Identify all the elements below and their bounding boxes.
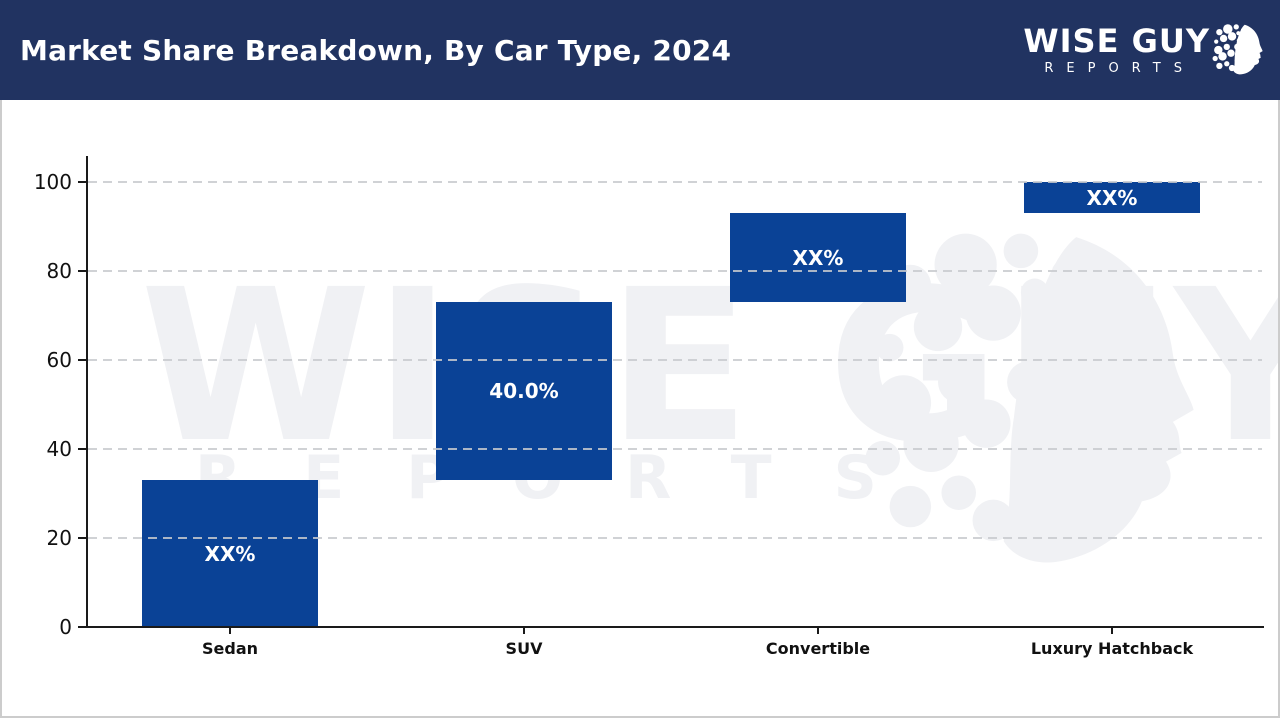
header: Market Share Breakdown, By Car Type, 202…	[0, 0, 1280, 100]
category-label-luxury-hatchback: Luxury Hatchback	[1030, 639, 1194, 658]
bar-luxury-hatchback	[1024, 182, 1200, 214]
category-label-suv: SUV	[505, 639, 543, 658]
gridline-40	[88, 448, 1262, 450]
bar-label-luxury-hatchback: XX%	[1086, 185, 1138, 210]
y-tick-label-100: 100	[33, 170, 72, 194]
gridline-100	[88, 181, 1262, 183]
gridline-20	[88, 537, 1262, 539]
category-label-sedan: Sedan	[201, 639, 258, 658]
bar-sedan	[142, 480, 318, 627]
y-tick-60	[78, 359, 86, 361]
y-tick-80	[78, 270, 86, 272]
x-axis	[86, 626, 1264, 628]
x-tick-suv	[523, 628, 525, 634]
y-tick-40	[78, 448, 86, 450]
y-axis	[86, 156, 88, 627]
y-tick-label-60: 60	[46, 348, 72, 372]
y-tick-label-0: 0	[59, 615, 72, 639]
y-tick-100	[78, 181, 86, 183]
chart-title: Market Share Breakdown, By Car Type, 202…	[20, 33, 732, 67]
gridline-80	[88, 270, 1262, 272]
y-tick-label-20: 20	[46, 526, 72, 550]
y-tick-20	[78, 537, 86, 539]
logo-wordmark: WISE GUY	[1023, 21, 1210, 60]
bar-label-sedan: XX%	[204, 541, 256, 566]
logo-text: WISE GUY REPORTS	[1023, 23, 1210, 76]
logo-face-icon	[1212, 24, 1263, 75]
wise-guy-logo: WISE GUY REPORTS	[1023, 8, 1270, 90]
y-tick-label-40: 40	[46, 437, 72, 461]
y-tick-0	[78, 626, 86, 628]
bar-label-suv: 40.0%	[489, 379, 559, 404]
x-tick-convertible	[817, 628, 819, 634]
category-label-convertible: Convertible	[765, 639, 871, 658]
x-tick-luxury-hatchback	[1111, 628, 1113, 634]
bar-convertible	[730, 213, 906, 303]
bar-suv	[436, 302, 612, 481]
watermark-face-icon	[865, 233, 1194, 563]
x-tick-sedan	[229, 628, 231, 634]
logo-subtitle: REPORTS	[1044, 60, 1195, 76]
y-tick-label-80: 80	[46, 259, 72, 283]
bar-label-convertible: XX%	[792, 245, 844, 270]
gridline-60	[88, 359, 1262, 361]
